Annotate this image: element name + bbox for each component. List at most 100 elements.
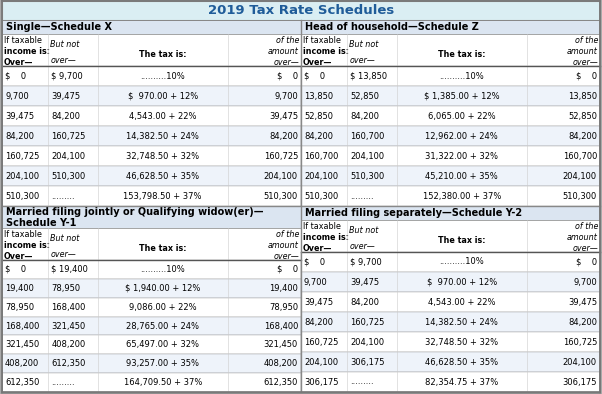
Bar	[2, 66, 301, 86]
Bar	[301, 252, 600, 272]
Text: 204,100: 204,100	[563, 357, 597, 366]
Bar	[301, 20, 600, 34]
Bar	[301, 352, 600, 372]
Text: 84,200: 84,200	[568, 132, 597, 141]
Text: 160,700: 160,700	[563, 152, 597, 160]
Text: 612,350: 612,350	[51, 359, 85, 368]
Bar	[2, 298, 301, 316]
Text: 510,300: 510,300	[563, 191, 597, 201]
Bar	[301, 206, 600, 392]
Bar	[2, 228, 301, 260]
Text: 306,175: 306,175	[350, 357, 385, 366]
Text: 204,100: 204,100	[350, 338, 385, 346]
Text: over—: over—	[573, 58, 598, 67]
Text: The tax is:: The tax is:	[438, 50, 485, 59]
Text: $  970.00 + 12%: $ 970.00 + 12%	[128, 91, 198, 100]
Text: 31,322.00 + 32%: 31,322.00 + 32%	[425, 152, 498, 160]
Text: 408,200: 408,200	[264, 359, 298, 368]
Text: of the: of the	[575, 223, 598, 231]
Text: But not: But not	[51, 40, 79, 49]
Bar	[301, 20, 600, 206]
Text: 82,354.75 + 37%: 82,354.75 + 37%	[425, 377, 498, 387]
Text: income is:: income is:	[4, 47, 50, 56]
Text: 9,086.00 + 22%: 9,086.00 + 22%	[129, 303, 196, 312]
Text: .........: .........	[350, 377, 374, 387]
Text: Over—: Over—	[4, 58, 33, 67]
Bar	[2, 166, 301, 186]
Text: 160,700: 160,700	[350, 132, 385, 141]
Text: of the: of the	[575, 36, 598, 45]
Text: 52,850: 52,850	[568, 112, 597, 121]
Text: 32,748.50 + 32%: 32,748.50 + 32%	[126, 152, 199, 160]
Text: 84,200: 84,200	[568, 318, 597, 327]
Text: over—: over—	[273, 58, 299, 67]
Text: 612,350: 612,350	[264, 378, 298, 387]
Bar	[301, 86, 600, 106]
Text: 204,100: 204,100	[51, 152, 85, 160]
Text: 408,200: 408,200	[51, 340, 85, 349]
Text: Over—: Over—	[303, 58, 332, 67]
Text: 4,543.00 + 22%: 4,543.00 + 22%	[129, 112, 196, 121]
Bar	[2, 354, 301, 373]
Bar	[301, 126, 600, 146]
Text: Head of household—Schedule Z: Head of household—Schedule Z	[305, 22, 479, 32]
Bar	[301, 272, 600, 292]
Text: 160,725: 160,725	[563, 338, 597, 346]
Text: ..........10%: ..........10%	[439, 258, 484, 266]
Text: But not: But not	[349, 40, 379, 49]
Text: $    0: $ 0	[576, 258, 597, 266]
Text: 52,850: 52,850	[304, 112, 333, 121]
Text: 84,200: 84,200	[269, 132, 298, 141]
Bar	[301, 146, 600, 166]
Text: The tax is:: The tax is:	[139, 50, 187, 59]
Text: 46,628.50 + 35%: 46,628.50 + 35%	[126, 171, 199, 180]
Bar	[2, 206, 301, 392]
Text: amount: amount	[567, 47, 598, 56]
Bar	[2, 335, 301, 354]
Bar	[301, 292, 600, 312]
Bar	[301, 206, 600, 220]
Text: amount: amount	[268, 47, 299, 56]
Bar	[301, 186, 600, 206]
Text: $ 9,700: $ 9,700	[350, 258, 382, 266]
Text: 84,200: 84,200	[5, 132, 34, 141]
Text: 9,700: 9,700	[5, 91, 29, 100]
Text: Married filing separately—Schedule Y-2: Married filing separately—Schedule Y-2	[305, 208, 522, 218]
Text: Schedule Y-1: Schedule Y-1	[6, 217, 76, 227]
Text: of the: of the	[276, 36, 299, 45]
Text: 204,100: 204,100	[264, 171, 298, 180]
Bar	[2, 279, 301, 298]
Text: 160,725: 160,725	[350, 318, 385, 327]
Text: 78,950: 78,950	[51, 284, 81, 293]
Text: amount: amount	[268, 241, 299, 250]
Text: amount: amount	[567, 233, 598, 242]
Text: 160,700: 160,700	[304, 152, 338, 160]
Text: 160,725: 160,725	[5, 152, 39, 160]
Text: 306,175: 306,175	[562, 377, 597, 387]
Bar	[2, 34, 301, 66]
Text: over—: over—	[51, 56, 76, 65]
Bar	[2, 206, 301, 228]
Bar	[2, 316, 301, 335]
Bar	[301, 34, 600, 66]
Text: $ 1,940.00 + 12%: $ 1,940.00 + 12%	[125, 284, 200, 293]
Text: 306,175: 306,175	[304, 377, 338, 387]
Bar	[2, 20, 301, 34]
Text: 160,725: 160,725	[264, 152, 298, 160]
Text: $    0: $ 0	[304, 258, 325, 266]
Text: 93,257.00 + 35%: 93,257.00 + 35%	[126, 359, 199, 368]
Text: 9,700: 9,700	[304, 277, 327, 286]
Text: 39,475: 39,475	[51, 91, 81, 100]
Text: 39,475: 39,475	[568, 297, 597, 307]
Text: 160,725: 160,725	[51, 132, 85, 141]
Text: 65,497.00 + 32%: 65,497.00 + 32%	[126, 340, 199, 349]
Text: income is:: income is:	[303, 233, 349, 242]
Bar	[301, 312, 600, 332]
Text: 9,700: 9,700	[275, 91, 298, 100]
Text: Single—Schedule X: Single—Schedule X	[6, 22, 112, 32]
Text: 19,400: 19,400	[5, 284, 34, 293]
Bar	[301, 106, 600, 126]
Text: 160,725: 160,725	[304, 338, 338, 346]
Text: 28,765.00 + 24%: 28,765.00 + 24%	[126, 322, 199, 331]
Text: 204,100: 204,100	[304, 357, 338, 366]
